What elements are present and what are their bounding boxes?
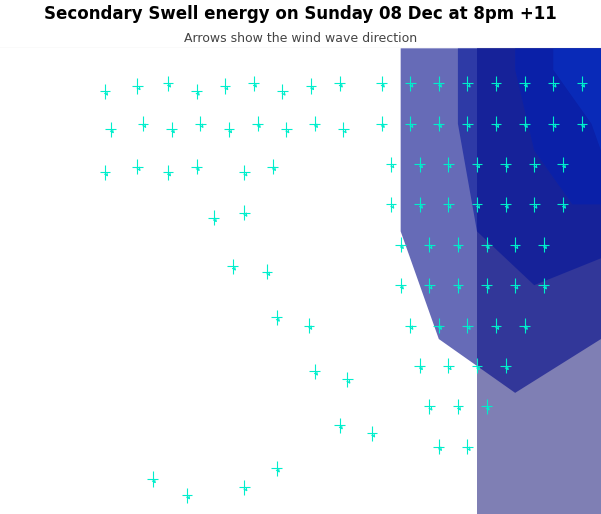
Text: Secondary Swell energy on Sunday 08 Dec at 8pm +11: Secondary Swell energy on Sunday 08 Dec … — [44, 6, 557, 24]
Text: Arrows show the wind wave direction: Arrows show the wind wave direction — [184, 32, 417, 45]
Polygon shape — [515, 48, 601, 205]
Polygon shape — [554, 48, 601, 151]
Polygon shape — [477, 48, 601, 514]
Polygon shape — [401, 48, 601, 393]
Polygon shape — [458, 48, 601, 285]
